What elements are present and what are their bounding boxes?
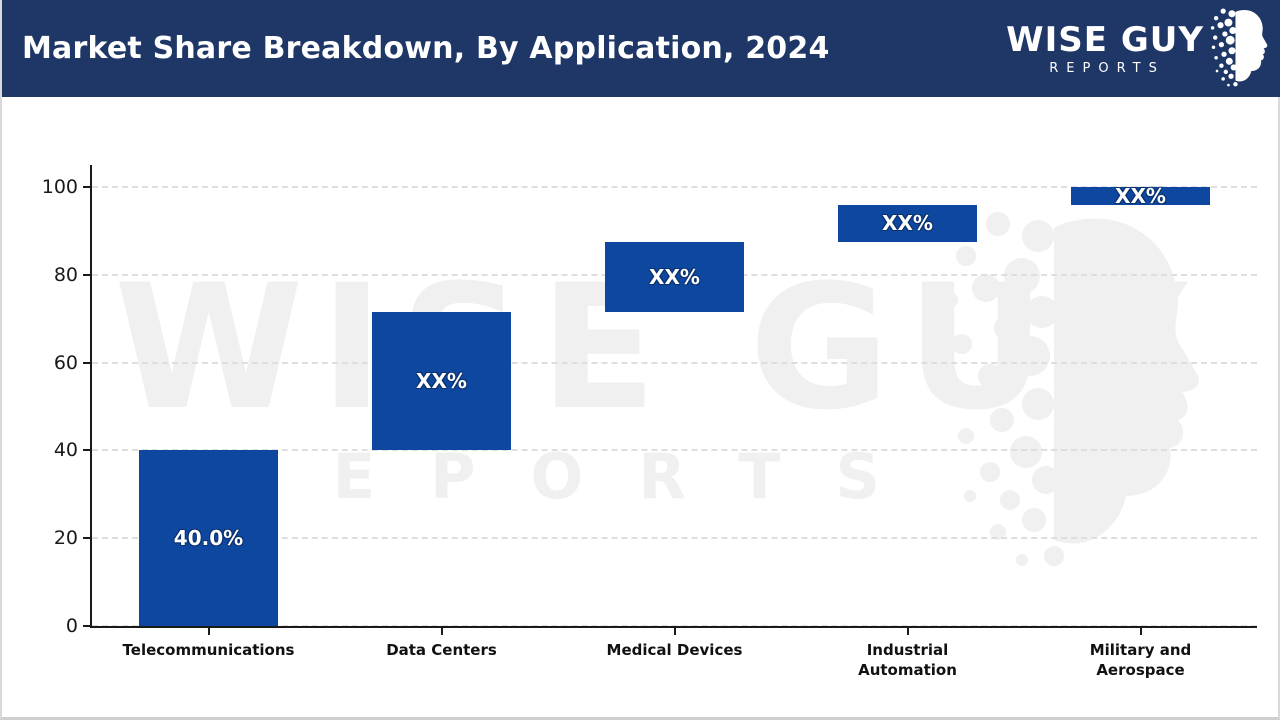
x-category-label: Military and Aerospace	[1089, 641, 1192, 679]
y-tick-label: 100	[41, 176, 78, 198]
bar-value-label: XX%	[416, 369, 467, 394]
x-category-label: Data Centers	[386, 641, 497, 659]
x-tick-mark	[1139, 626, 1142, 635]
x-tick-mark	[440, 626, 443, 635]
bar-value-label: 40.0%	[173, 526, 244, 551]
bar-segment	[838, 204, 977, 242]
y-tick-mark	[83, 537, 92, 540]
x-category-label: Industrial Automation	[858, 641, 957, 679]
logo-wiseguy-label: WISE GUY	[1006, 20, 1204, 60]
y-tick-label: 0	[65, 615, 78, 637]
x-axis-line	[90, 626, 1257, 628]
y-gridline	[92, 449, 1257, 452]
bar-segment	[1071, 187, 1210, 205]
x-tick-mark	[207, 626, 210, 635]
report-header: Market Share Breakdown, By Application, …	[2, 0, 1280, 97]
y-tick-label: 40	[53, 439, 78, 462]
x-category-label: Telecommunications	[122, 641, 295, 659]
y-tick-label: 80	[53, 263, 78, 286]
y-axis-line	[90, 165, 92, 628]
y-tick-mark	[83, 186, 92, 188]
y-tick-mark	[83, 449, 92, 452]
y-gridline	[92, 361, 1257, 364]
y-gridline	[92, 537, 1257, 540]
chart-title: Market Share Breakdown, By Application, …	[22, 31, 830, 66]
y-gridline	[92, 186, 1257, 188]
wiseguy-head-icon	[1210, 8, 1268, 87]
y-tick-mark	[83, 361, 92, 364]
y-tick-label: 60	[53, 351, 78, 374]
wiseguy-logo-text: WISE GUY REPORTS	[1006, 22, 1204, 76]
y-tick-mark	[83, 625, 92, 627]
wiseguy-logo: WISE GUY REPORTS	[1006, 4, 1270, 94]
bar-segment	[139, 450, 278, 626]
x-tick-mark	[906, 626, 909, 635]
watermark-head-icon	[942, 212, 1199, 566]
bar-segment	[372, 312, 511, 451]
x-tick-mark	[673, 626, 676, 635]
bar-segment	[605, 241, 744, 313]
y-tick-label: 20	[53, 527, 78, 550]
bar-value-label: XX%	[882, 211, 933, 236]
x-category-label: Medical Devices	[606, 641, 743, 659]
bar-value-label: XX%	[649, 264, 700, 289]
y-tick-mark	[83, 273, 92, 276]
watermark-text-reports: REPORTS	[230, 440, 936, 513]
bar-value-label: XX%	[1115, 183, 1166, 208]
logo-reports-label: REPORTS	[1049, 61, 1165, 76]
